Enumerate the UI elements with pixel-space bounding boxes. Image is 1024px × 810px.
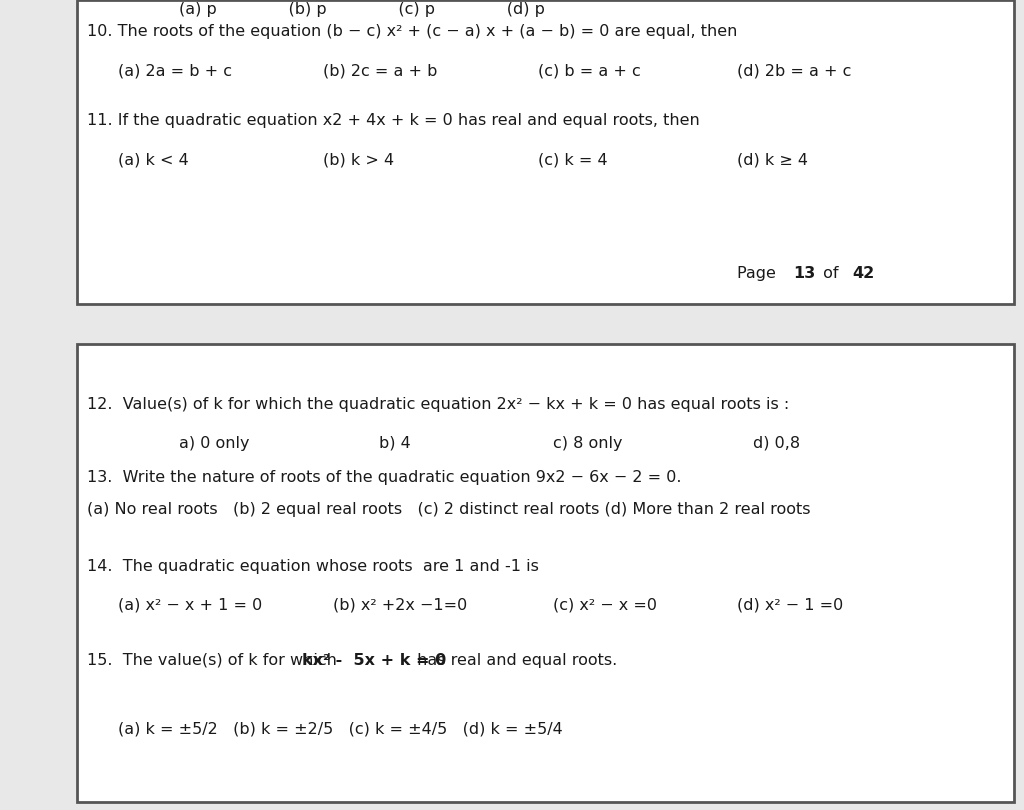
Text: 13.  Write the nature of roots of the quadratic equation 9x2 − 6x − 2 = 0.: 13. Write the nature of roots of the qua… <box>87 470 682 485</box>
Text: (c) x² − x =0: (c) x² − x =0 <box>553 598 657 613</box>
Text: 12.  Value(s) of k for which the quadratic equation 2x² − kx + k = 0 has equal r: 12. Value(s) of k for which the quadrati… <box>87 397 790 412</box>
Text: (c) k = 4: (c) k = 4 <box>538 152 607 168</box>
Text: c) 8 only: c) 8 only <box>553 436 623 451</box>
Text: (d) 2b = a + c: (d) 2b = a + c <box>737 63 852 79</box>
Text: (d) k ≥ 4: (d) k ≥ 4 <box>737 152 808 168</box>
Text: d) 0,8: d) 0,8 <box>753 436 800 451</box>
Text: 13: 13 <box>794 266 816 281</box>
Text: (a) 2a = b + c: (a) 2a = b + c <box>118 63 231 79</box>
Text: (a) No real roots   (b) 2 equal real roots   (c) 2 distinct real roots (d) More : (a) No real roots (b) 2 equal real roots… <box>87 502 811 518</box>
Text: 10. The roots of the equation (b − c) x² + (c − a) x + (a − b) = 0 are equal, th: 10. The roots of the equation (b − c) x²… <box>87 24 737 40</box>
FancyBboxPatch shape <box>77 344 1014 802</box>
Text: 11. If the quadratic equation x2 + 4x + k = 0 has real and equal roots, then: 11. If the quadratic equation x2 + 4x + … <box>87 113 699 129</box>
FancyBboxPatch shape <box>77 0 1014 304</box>
Text: has real and equal roots.: has real and equal roots. <box>412 653 617 668</box>
Text: b) 4: b) 4 <box>379 436 411 451</box>
Text: (a) p              (b) p              (c) p              (d) p: (a) p (b) p (c) p (d) p <box>179 2 545 17</box>
Text: kx² -  5x + k = 0: kx² - 5x + k = 0 <box>302 653 445 668</box>
Text: of: of <box>818 266 844 281</box>
Text: 15.  The value(s) of k for which: 15. The value(s) of k for which <box>87 653 342 668</box>
Text: 14.  The quadratic equation whose roots  are 1 and -1 is: 14. The quadratic equation whose roots a… <box>87 559 539 574</box>
Text: Page: Page <box>737 266 781 281</box>
Text: 42: 42 <box>852 266 874 281</box>
Text: (b) x² +2x −1=0: (b) x² +2x −1=0 <box>333 598 467 613</box>
Text: (a) k < 4: (a) k < 4 <box>118 152 188 168</box>
Text: (d) x² − 1 =0: (d) x² − 1 =0 <box>737 598 844 613</box>
Text: (a) x² − x + 1 = 0: (a) x² − x + 1 = 0 <box>118 598 262 613</box>
Text: (c) b = a + c: (c) b = a + c <box>538 63 640 79</box>
Text: (b) 2c = a + b: (b) 2c = a + b <box>323 63 437 79</box>
Text: a) 0 only: a) 0 only <box>179 436 250 451</box>
Text: (b) k > 4: (b) k > 4 <box>323 152 393 168</box>
Text: (a) k = ±5/2   (b) k = ±2/5   (c) k = ±4/5   (d) k = ±5/4: (a) k = ±5/2 (b) k = ±2/5 (c) k = ±4/5 (… <box>118 722 562 737</box>
